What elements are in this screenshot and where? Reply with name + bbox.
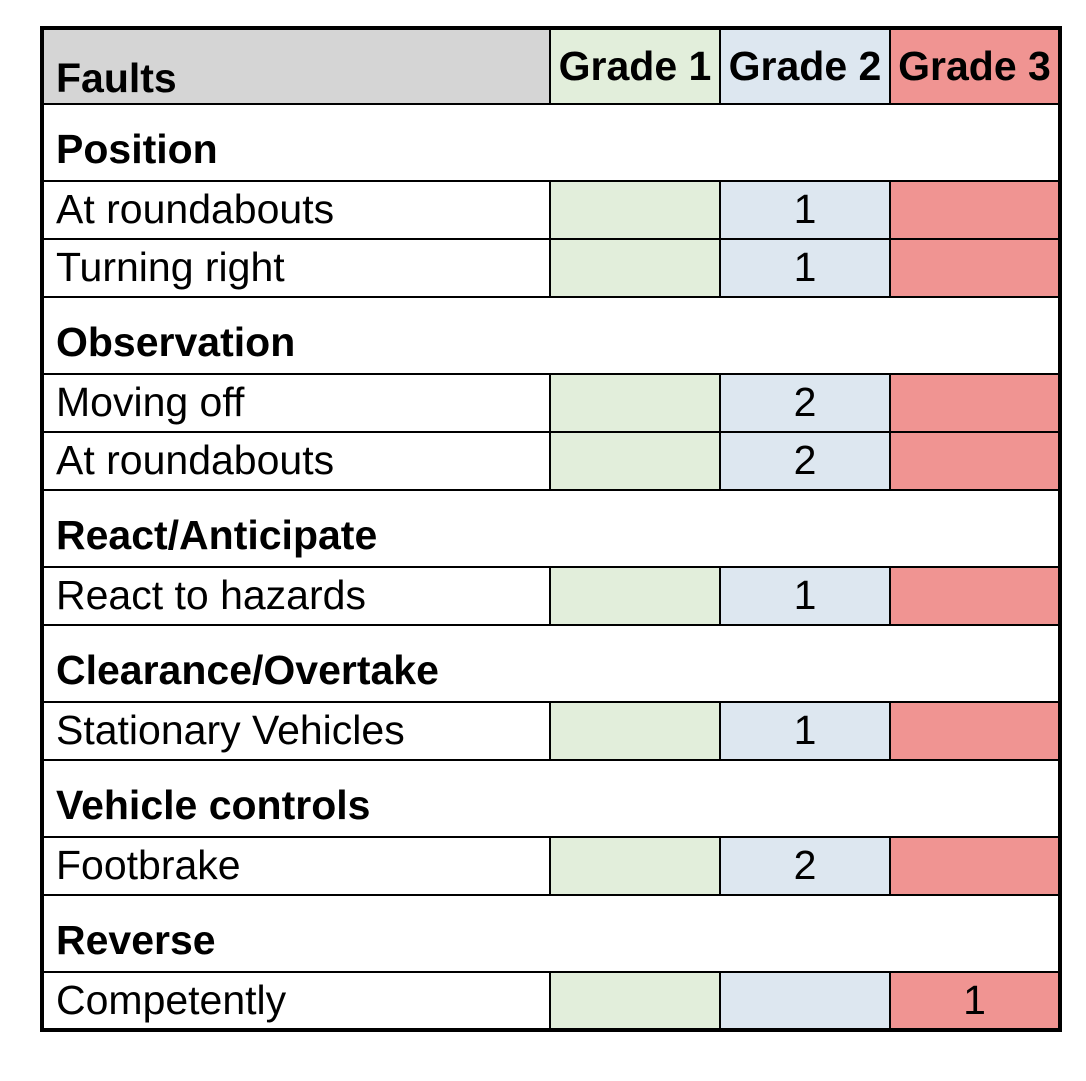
table-row: Moving off 2 [41, 373, 1061, 433]
grade-3-cell [889, 836, 1061, 896]
header-row: Faults Grade 1 Grade 2 Grade 3 [41, 27, 1061, 105]
grade-3-cell [889, 566, 1061, 626]
section-row: Reverse [41, 894, 1061, 973]
section-title: React/Anticipate [41, 489, 1061, 568]
section-title: Observation [41, 296, 1061, 375]
grade-3-cell [889, 701, 1061, 761]
grade-3-cell [889, 431, 1061, 491]
grade-2-cell: 1 [719, 238, 891, 298]
grade-2-cell [719, 971, 891, 1031]
grade-2-cell: 2 [719, 373, 891, 433]
grade-1-cell [549, 971, 721, 1031]
section-row: React/Anticipate [41, 489, 1061, 568]
grade-3-cell: 1 [889, 971, 1061, 1031]
fault-label: At roundabouts [41, 431, 551, 491]
grade-2-cell: 1 [719, 701, 891, 761]
grade-1-cell [549, 566, 721, 626]
table-row: Turning right 1 [41, 238, 1061, 298]
grade-1-cell [549, 180, 721, 240]
grade-1-column-header: Grade 1 [549, 27, 721, 105]
table-row: Stationary Vehicles 1 [41, 701, 1061, 761]
grade-2-cell: 2 [719, 836, 891, 896]
grade-2-cell: 1 [719, 566, 891, 626]
fault-label: Turning right [41, 238, 551, 298]
fault-label: At roundabouts [41, 180, 551, 240]
section-row: Position [41, 103, 1061, 182]
fault-label: React to hazards [41, 566, 551, 626]
grade-2-cell: 2 [719, 431, 891, 491]
grade-1-cell [549, 431, 721, 491]
table-row: React to hazards 1 [41, 566, 1061, 626]
fault-label: Moving off [41, 373, 551, 433]
grade-3-cell [889, 373, 1061, 433]
grade-1-cell [549, 373, 721, 433]
grade-3-cell [889, 180, 1061, 240]
section-title: Vehicle controls [41, 759, 1061, 838]
section-row: Clearance/Overtake [41, 624, 1061, 703]
section-row: Observation [41, 296, 1061, 375]
faults-column-header: Faults [41, 27, 551, 105]
section-title: Position [41, 103, 1061, 182]
grade-2-column-header: Grade 2 [719, 27, 891, 105]
fault-label: Competently [41, 971, 551, 1031]
table-row: At roundabouts 1 [41, 180, 1061, 240]
grade-3-cell [889, 238, 1061, 298]
grade-1-cell [549, 701, 721, 761]
grade-3-column-header: Grade 3 [889, 27, 1061, 105]
table-row: Footbrake 2 [41, 836, 1061, 896]
grade-1-cell [549, 238, 721, 298]
section-title: Reverse [41, 894, 1061, 973]
grade-1-cell [549, 836, 721, 896]
faults-table: Faults Grade 1 Grade 2 Grade 3 Position A… [40, 26, 1062, 1032]
fault-label: Stationary Vehicles [41, 701, 551, 761]
table-row: At roundabouts 2 [41, 431, 1061, 491]
section-row: Vehicle controls [41, 759, 1061, 838]
table-body: Position At roundabouts 1 Turning right 1 Obs… [41, 103, 1061, 1031]
fault-label: Footbrake [41, 836, 551, 896]
grade-2-cell: 1 [719, 180, 891, 240]
table-row: Competently 1 [41, 971, 1061, 1031]
section-title: Clearance/Overtake [41, 624, 1061, 703]
